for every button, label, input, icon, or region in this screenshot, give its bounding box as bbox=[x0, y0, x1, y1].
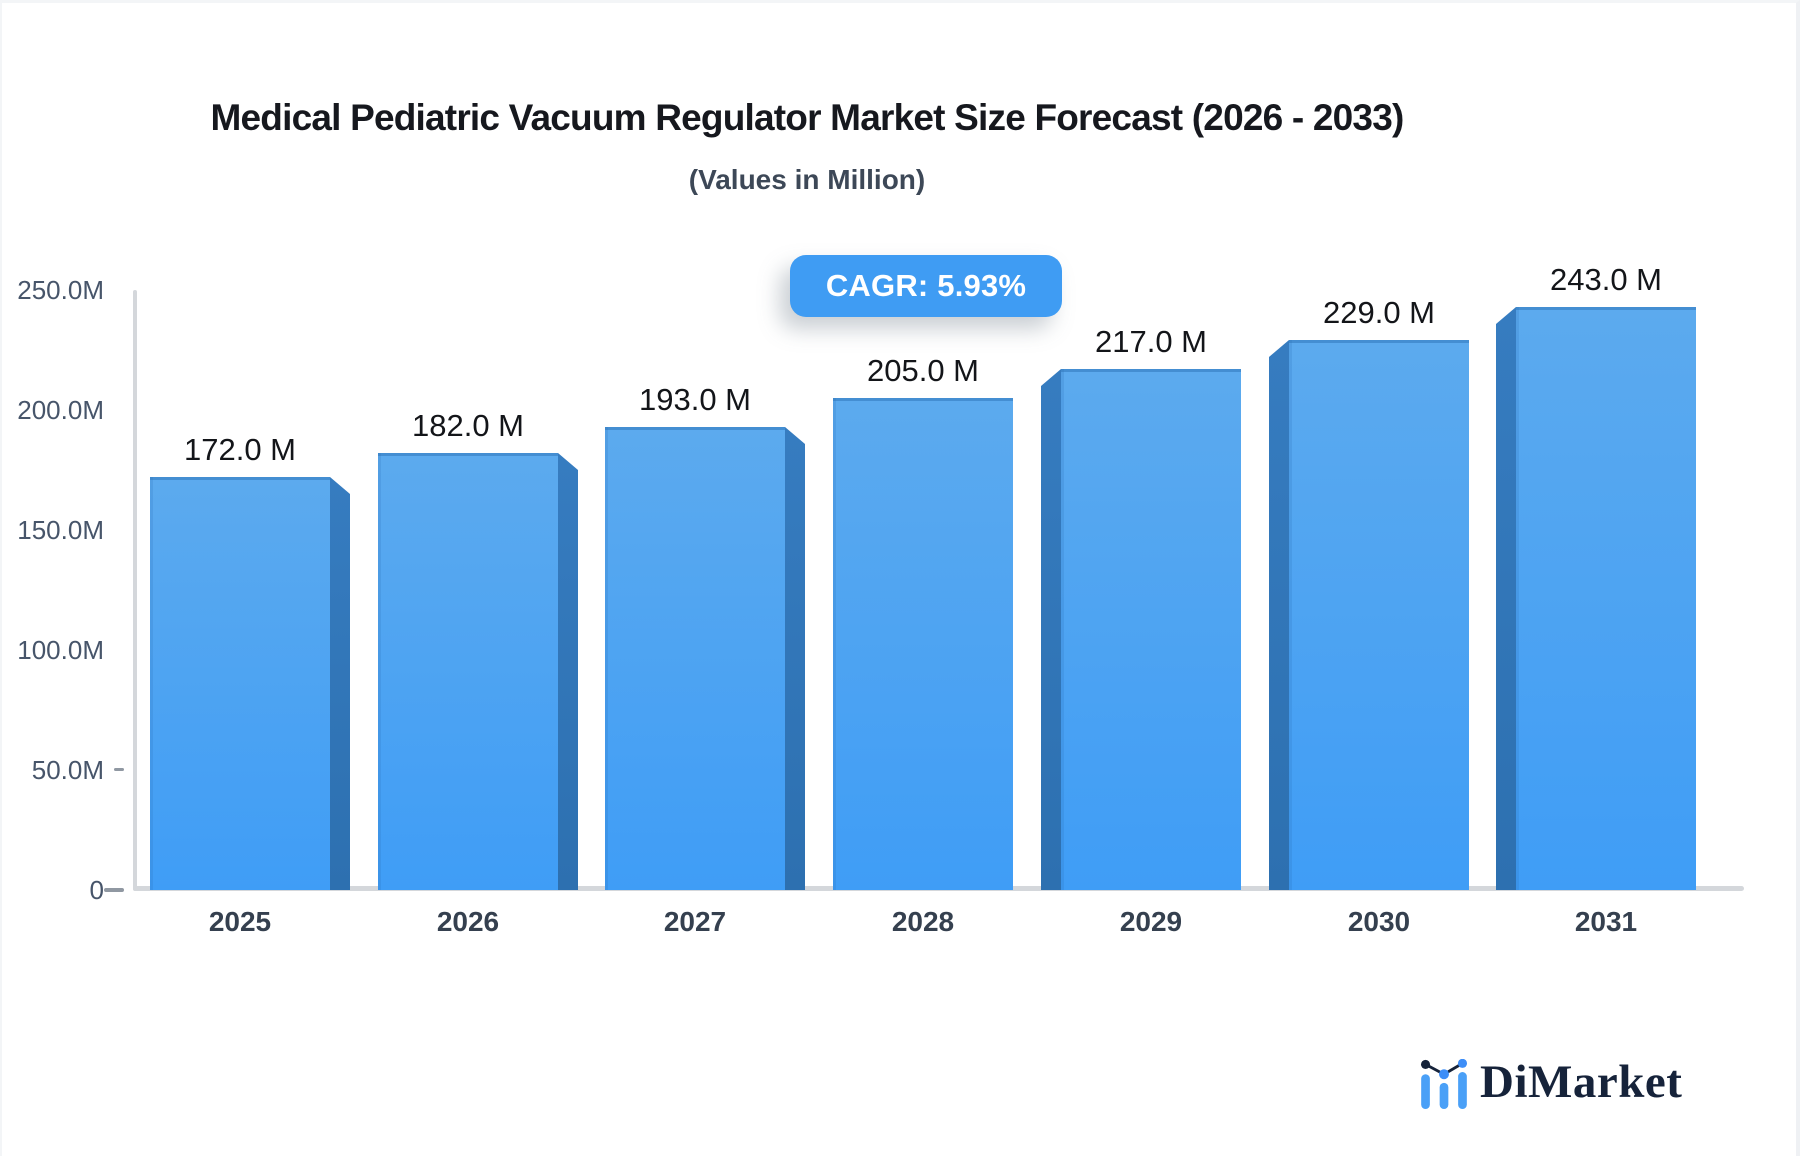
brand-name: DiMarket bbox=[1480, 1056, 1683, 1108]
bar-value-label-2027: 193.0 M bbox=[638, 382, 751, 417]
bar-value-label-2029: 217.0 M bbox=[1094, 324, 1207, 359]
bar-value-label-2025: 172.0 M bbox=[183, 432, 296, 467]
bar-2025 bbox=[150, 477, 330, 890]
y-axis-line bbox=[133, 290, 137, 891]
bar-side-2026 bbox=[558, 453, 578, 890]
x-axis-label-2026: 2026 bbox=[436, 906, 500, 937]
x-axis-label-2030: 2030 bbox=[1347, 906, 1411, 937]
bar-2029 bbox=[1061, 369, 1241, 890]
bar-value-label-2028: 205.0 M bbox=[866, 353, 979, 388]
chart-title: Medical Pediatric Vacuum Regulator Marke… bbox=[210, 97, 1404, 138]
bar-value-label-2031: 243.0 M bbox=[1549, 262, 1662, 297]
bar-2031 bbox=[1516, 307, 1696, 890]
bar-2028 bbox=[833, 398, 1013, 890]
bar-chart-trend-icon bbox=[1420, 1059, 1468, 1109]
x-axis-label-2027: 2027 bbox=[663, 906, 727, 937]
y-axis-tick-mark bbox=[104, 888, 124, 892]
bar-2030 bbox=[1289, 340, 1469, 890]
x-axis-label-2028: 2028 bbox=[891, 906, 955, 937]
bar-side-2029 bbox=[1041, 369, 1061, 890]
y-axis-tick-label: 150.0M bbox=[17, 515, 104, 545]
y-axis-tick-label: 100.0M bbox=[17, 635, 104, 665]
bar-side-2030 bbox=[1269, 340, 1289, 890]
y-axis-tick-label: 250.0M bbox=[17, 275, 104, 305]
bar-side-2031 bbox=[1496, 307, 1516, 890]
bar-value-label-2026: 182.0 M bbox=[411, 408, 524, 443]
x-axis-label-2029: 2029 bbox=[1119, 906, 1183, 937]
bar-2026 bbox=[378, 453, 558, 890]
y-axis-tick-mark bbox=[114, 768, 124, 771]
chart-subtitle: (Values in Million) bbox=[688, 164, 926, 195]
dimarket-logo: DiMarket bbox=[1420, 1039, 1682, 1111]
y-axis-tick-label: 50.0M bbox=[31, 755, 104, 785]
y-axis-tick-label: 200.0M bbox=[17, 395, 104, 425]
bar-side-2027 bbox=[785, 427, 805, 890]
x-axis-label-2031: 2031 bbox=[1574, 906, 1638, 937]
bar-value-label-2030: 229.0 M bbox=[1322, 295, 1435, 330]
y-axis-tick-label: 0 bbox=[89, 875, 104, 905]
bar-side-2025 bbox=[330, 477, 350, 890]
x-axis-label-2025: 2025 bbox=[208, 906, 272, 937]
bar-2027 bbox=[605, 427, 785, 890]
cagr-badge: CAGR: 5.93% bbox=[790, 255, 1062, 317]
